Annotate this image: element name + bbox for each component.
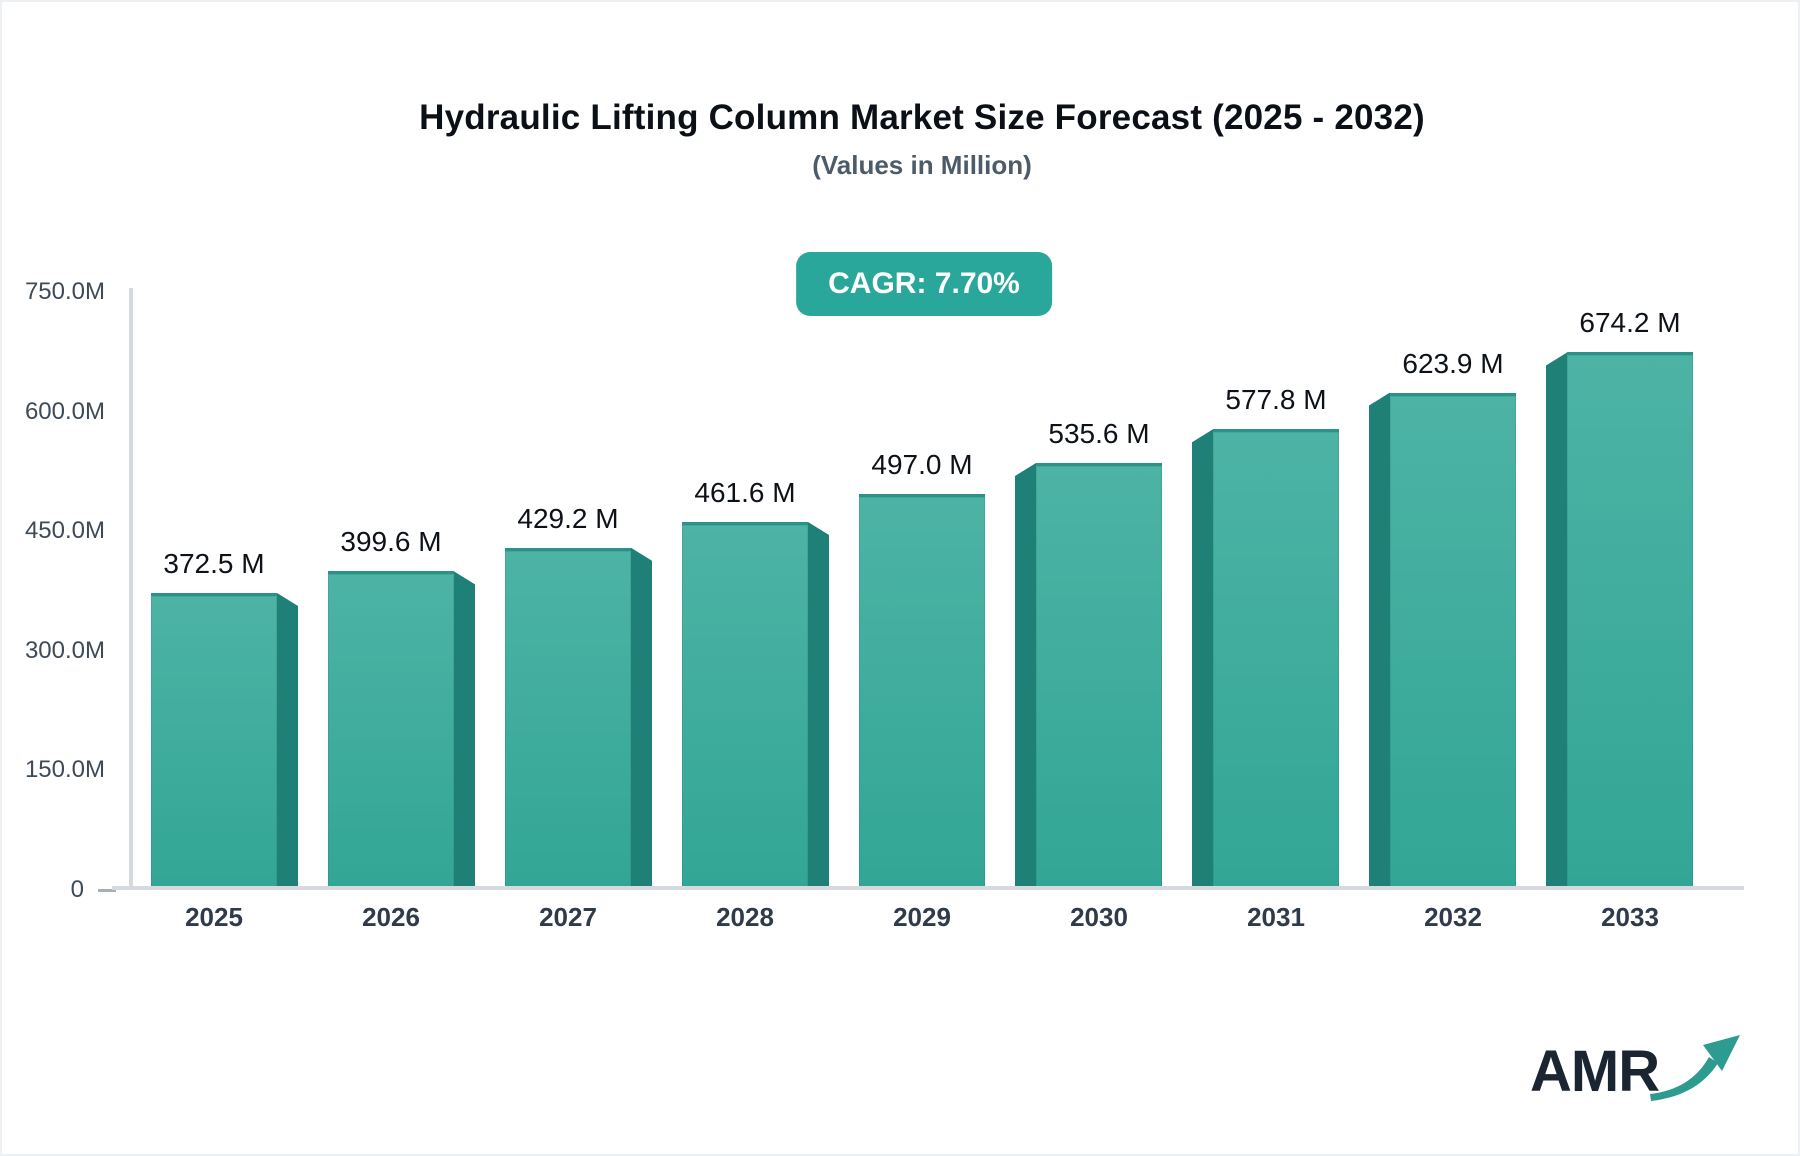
y-axis-tick-label: 150.0M: [24, 756, 105, 784]
y-axis-tick-label: 0: [70, 876, 84, 903]
y-axis-tick: 600.0M: [2, 396, 120, 428]
bar-face: [328, 571, 454, 890]
x-axis-tick-label: 2030: [1070, 902, 1128, 932]
amr-logo: AMR: [1530, 1035, 1740, 1112]
bar-side-face: [277, 592, 298, 890]
chart-title: Hydraulic Lifting Column Market Size For…: [419, 98, 1425, 137]
bar-value-label: 399.6 M: [340, 526, 442, 558]
zero-tick-dash-icon: [98, 889, 116, 892]
x-axis-tick-label: 2028: [716, 902, 774, 932]
bar-side-face: [1192, 429, 1213, 890]
bar-face: [1036, 462, 1162, 890]
bar-value-label: 429.2 M: [517, 502, 619, 534]
bar-face: [1567, 352, 1693, 890]
bar-value-label: 577.8 M: [1225, 384, 1327, 416]
y-axis-tick-label: 600.0M: [24, 397, 105, 425]
bar-side-face: [1546, 352, 1567, 890]
y-axis-tick: 300.0M: [2, 635, 120, 667]
bar-face: [1213, 429, 1339, 890]
bar-side-face: [631, 547, 652, 890]
bar-face: [682, 521, 808, 890]
x-axis-tick-label: 2029: [893, 902, 951, 932]
bar-value-label: 623.9 M: [1402, 347, 1504, 379]
x-axis-tick-label: 2025: [185, 902, 243, 932]
bar-face: [151, 592, 277, 890]
growth-arrow-icon: [1650, 1035, 1740, 1101]
x-axis-tick-label: 2031: [1247, 902, 1305, 932]
bar-face: [859, 493, 985, 890]
x-axis-tick-label: 2027: [539, 902, 597, 932]
y-axis-tick-label: 300.0M: [24, 636, 105, 664]
x-axis-tick-label: 2032: [1424, 902, 1482, 932]
bar-face: [505, 547, 631, 890]
bar-value-label: 674.2 M: [1579, 307, 1681, 339]
y-axis-tick: 750.0M: [2, 276, 120, 308]
bar-value-label: 461.6 M: [694, 476, 796, 508]
y-axis-tick-label: 750.0M: [24, 278, 105, 305]
chart-subtitle: (Values in Million): [812, 150, 1032, 180]
x-axis-tick-label: 2026: [362, 902, 420, 932]
y-axis-tick: 450.0M: [2, 515, 120, 547]
y-axis-tick-label: 450.0M: [24, 517, 105, 545]
bar-face: [1390, 392, 1516, 890]
bar-value-label: 372.5 M: [163, 547, 265, 579]
bar-value-label: 535.6 M: [1048, 417, 1150, 449]
bar-side-face: [808, 521, 829, 890]
x-axis-tick-label: 2033: [1601, 902, 1659, 932]
bar-value-label: 497.0 M: [871, 448, 973, 480]
cagr-badge-label: CAGR: 7.70%: [828, 267, 1020, 300]
y-axis-line: [129, 288, 133, 888]
y-axis-tick: 0: [2, 874, 120, 906]
bar-side-face: [1015, 462, 1036, 890]
x-axis-line: [112, 886, 1744, 890]
cagr-badge: CAGR: 7.70%: [796, 252, 1052, 316]
amr-logo-text: AMR: [1530, 1039, 1660, 1104]
bar-side-face: [1369, 392, 1390, 890]
bar-side-face: [454, 571, 475, 890]
y-axis-tick: 150.0M: [2, 754, 120, 786]
